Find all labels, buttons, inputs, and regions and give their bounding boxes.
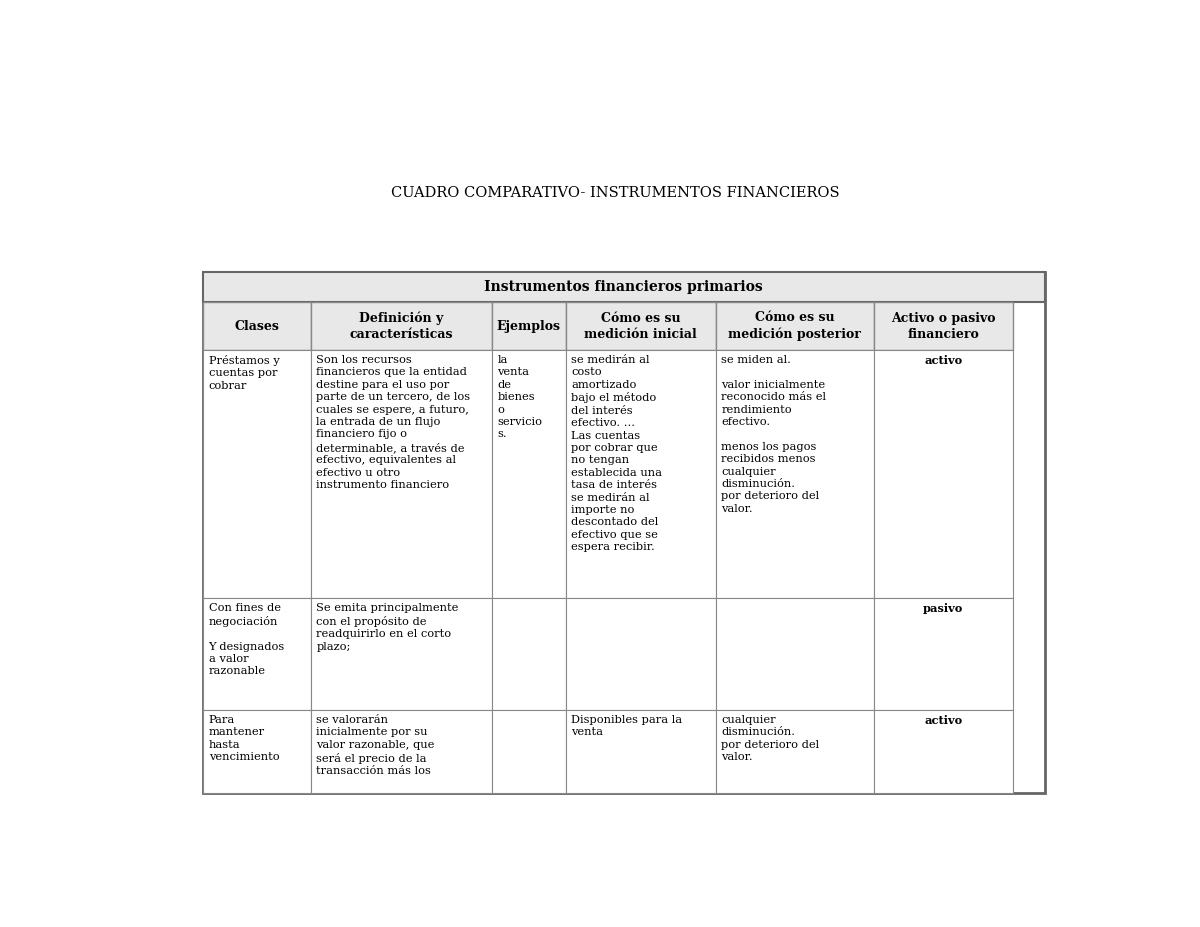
Text: activo: activo [924,355,962,366]
Bar [311,710,492,793]
Bar [492,598,565,710]
Text: Instrumentos financieros primarios: Instrumentos financieros primarios [485,280,763,294]
Text: Definición y
características: Definición y características [349,311,452,341]
Text: Clases: Clases [234,320,280,333]
Text: Se emita principalmente
con el propósito de
readquirirlo en el corto
plazo;: Se emita principalmente con el propósito… [317,603,458,652]
Text: Cómo es su
medición inicial: Cómo es su medición inicial [584,311,697,340]
Bar [874,302,1013,350]
Bar [874,710,1013,793]
Bar [715,350,874,598]
Bar [492,302,565,350]
Bar [492,350,565,598]
Text: Cómo es su
medición posterior: Cómo es su medición posterior [728,311,862,341]
Bar [311,302,492,350]
Text: Para
mantener
hasta
vencimiento: Para mantener hasta vencimiento [209,715,280,762]
Bar [492,710,565,793]
Bar [715,710,874,793]
Bar [565,710,715,793]
Text: Préstamos y
cuentas por
cobrar: Préstamos y cuentas por cobrar [209,355,280,391]
Bar [874,598,1013,710]
Bar [203,302,311,350]
Text: se valorarán
inicialmente por su
valor razonable, que
será el precio de la
trans: se valorarán inicialmente por su valor r… [317,715,434,776]
Bar [715,302,874,350]
Text: cualquier
disminución.
por deterioro del
valor.: cualquier disminución. por deterioro del… [721,715,820,762]
Text: Con fines de
negociación

Y designados
a valor
razonable: Con fines de negociación Y designados a … [209,603,284,677]
Bar [203,350,311,598]
Bar [874,350,1013,598]
Text: activo: activo [924,715,962,726]
Bar [203,272,1045,302]
Bar [565,350,715,598]
Bar [311,350,492,598]
Bar [565,302,715,350]
Text: Activo o pasivo
financiero: Activo o pasivo financiero [890,311,996,340]
Text: Disponibles para la
venta: Disponibles para la venta [571,715,683,738]
Text: Ejemplos: Ejemplos [497,320,560,333]
Text: pasivo: pasivo [923,603,964,614]
Text: se medirán al
costo
amortizado
bajo el método
del interés
efectivo. ...
Las cuen: se medirán al costo amortizado bajo el m… [571,355,662,552]
Text: se miden al.

valor inicialmente
reconocido más el
rendimiento
efectivo.

menos : se miden al. valor inicialmente reconoci… [721,355,826,514]
Bar [203,710,311,793]
Bar [203,272,1045,793]
Bar [565,598,715,710]
Text: Son los recursos
financieros que la entidad
destine para el uso por
parte de un : Son los recursos financieros que la enti… [317,355,470,490]
Bar [715,598,874,710]
Bar [311,598,492,710]
Text: la
venta
de
bienes
o
servicio
s.: la venta de bienes o servicio s. [497,355,542,439]
Bar [203,598,311,710]
Text: CUADRO COMPARATIVO- INSTRUMENTOS FINANCIEROS: CUADRO COMPARATIVO- INSTRUMENTOS FINANCI… [391,186,839,200]
